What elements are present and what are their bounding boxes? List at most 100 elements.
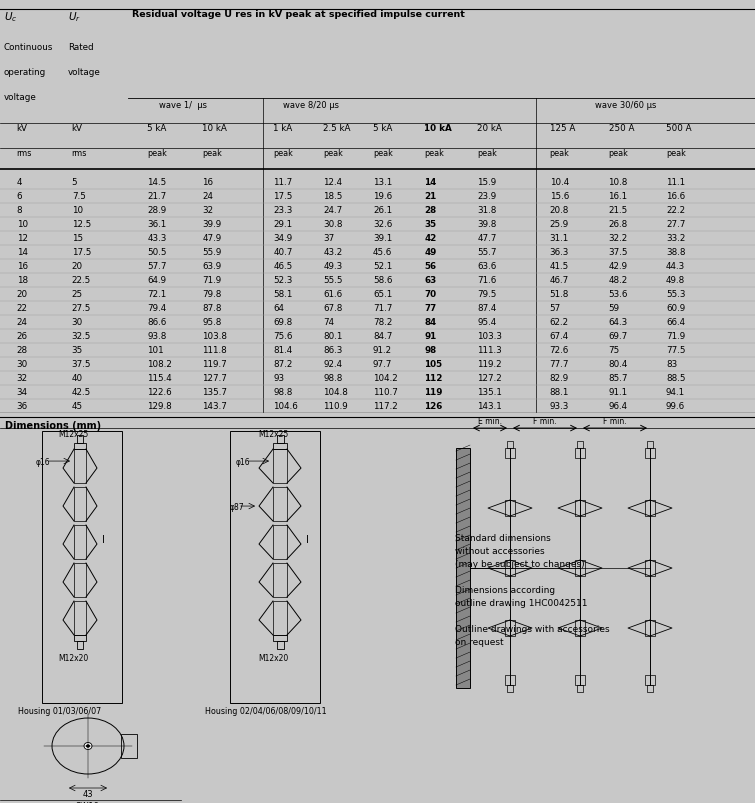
Text: 26.8: 26.8 (609, 219, 627, 229)
Text: SW19: SW19 (76, 801, 100, 803)
Text: 10.8: 10.8 (609, 177, 628, 186)
Text: 101: 101 (147, 345, 164, 354)
Text: 104.6: 104.6 (273, 402, 298, 410)
Text: peak: peak (323, 149, 343, 158)
Text: 42.5: 42.5 (72, 387, 91, 397)
Text: 103.3: 103.3 (477, 332, 502, 340)
Text: 57: 57 (550, 304, 561, 312)
Text: peak: peak (373, 149, 393, 158)
Bar (74, 635, 86, 642)
Text: 104.8: 104.8 (323, 387, 348, 397)
Text: Standard dimensions: Standard dimensions (455, 533, 550, 542)
Text: 30.8: 30.8 (323, 219, 343, 229)
Bar (575, 620, 585, 636)
Text: 2.5 kA: 2.5 kA (323, 124, 350, 133)
Text: 37.5: 37.5 (609, 247, 628, 256)
Text: 12.4: 12.4 (323, 177, 342, 186)
Text: 18.5: 18.5 (323, 192, 343, 201)
Text: 43.2: 43.2 (323, 247, 342, 256)
Text: 21: 21 (424, 192, 436, 201)
Text: 37: 37 (323, 234, 334, 243)
Text: 49.8: 49.8 (666, 275, 685, 284)
Text: φ87: φ87 (230, 502, 245, 511)
Bar (273, 601, 287, 635)
Text: 250 A: 250 A (609, 124, 634, 133)
Text: 92.4: 92.4 (323, 360, 342, 369)
Text: 75: 75 (609, 345, 620, 354)
Text: M12x25: M12x25 (58, 430, 88, 438)
Text: 119.7: 119.7 (202, 360, 227, 369)
Text: 66.4: 66.4 (666, 317, 685, 327)
Text: 55.9: 55.9 (202, 247, 222, 256)
Bar (505, 620, 515, 636)
Text: 40: 40 (72, 373, 83, 382)
Text: 30: 30 (17, 360, 28, 369)
Bar (577, 685, 583, 692)
Text: 15.6: 15.6 (550, 192, 569, 201)
Text: 79.4: 79.4 (147, 304, 166, 312)
Text: 88.1: 88.1 (550, 387, 569, 397)
Text: 98.8: 98.8 (273, 387, 293, 397)
Text: 24: 24 (17, 317, 28, 327)
Text: 10 kA: 10 kA (424, 124, 452, 133)
Text: Dimensions according: Dimensions according (455, 585, 555, 594)
Text: 23.3: 23.3 (273, 206, 293, 214)
Text: 14: 14 (424, 177, 436, 186)
Text: voltage: voltage (68, 68, 100, 77)
Text: 17.5: 17.5 (273, 192, 293, 201)
Bar (273, 443, 287, 450)
Text: on request: on request (455, 638, 504, 646)
Text: wave 1/  μs: wave 1/ μs (159, 101, 207, 110)
Text: 53.6: 53.6 (609, 289, 628, 299)
Text: 26.1: 26.1 (373, 206, 392, 214)
Text: 64.9: 64.9 (147, 275, 166, 284)
Bar (507, 685, 513, 692)
Text: peak: peak (273, 149, 293, 158)
Text: 93.8: 93.8 (147, 332, 167, 340)
Text: 86.3: 86.3 (323, 345, 343, 354)
Text: 64.3: 64.3 (609, 317, 627, 327)
Bar (505, 560, 515, 577)
Text: 72.1: 72.1 (147, 289, 166, 299)
Bar (273, 635, 287, 642)
Text: M12x25: M12x25 (258, 430, 288, 438)
Text: Outline drawings with accessories: Outline drawings with accessories (455, 624, 609, 634)
Text: 75.6: 75.6 (273, 332, 293, 340)
Text: 7.5: 7.5 (72, 192, 85, 201)
Text: 12.5: 12.5 (72, 219, 91, 229)
Bar (645, 560, 655, 577)
Text: 10 kA: 10 kA (202, 124, 227, 133)
Bar (74, 450, 86, 483)
Bar (575, 449, 585, 459)
Text: 16: 16 (17, 262, 28, 271)
Text: φ16: φ16 (36, 457, 51, 466)
Text: 72.6: 72.6 (550, 345, 569, 354)
Text: 126: 126 (424, 402, 442, 410)
Text: 28: 28 (424, 206, 436, 214)
Text: 55.3: 55.3 (666, 289, 686, 299)
Text: 94.1: 94.1 (666, 387, 685, 397)
Text: 127.7: 127.7 (202, 373, 227, 382)
Text: $U_c$: $U_c$ (4, 10, 17, 24)
Text: Rated: Rated (68, 43, 94, 52)
Ellipse shape (84, 743, 92, 749)
Text: rms: rms (17, 149, 32, 158)
Text: 22: 22 (17, 304, 28, 312)
Text: 36.3: 36.3 (550, 247, 569, 256)
Text: 12: 12 (17, 234, 28, 243)
Text: 91.2: 91.2 (373, 345, 392, 354)
Text: 119.2: 119.2 (477, 360, 502, 369)
Text: 55.5: 55.5 (323, 275, 343, 284)
Text: M12x20: M12x20 (258, 653, 288, 662)
Text: voltage: voltage (4, 93, 36, 102)
Text: 143.1: 143.1 (477, 402, 502, 410)
Text: 56: 56 (424, 262, 436, 271)
Text: 51.8: 51.8 (550, 289, 569, 299)
Ellipse shape (86, 744, 90, 748)
Text: 20: 20 (72, 262, 83, 271)
Text: 33.2: 33.2 (666, 234, 686, 243)
Bar (74, 525, 86, 560)
Text: 67.4: 67.4 (550, 332, 569, 340)
Text: 500 A: 500 A (666, 124, 692, 133)
Text: 108.2: 108.2 (147, 360, 172, 369)
